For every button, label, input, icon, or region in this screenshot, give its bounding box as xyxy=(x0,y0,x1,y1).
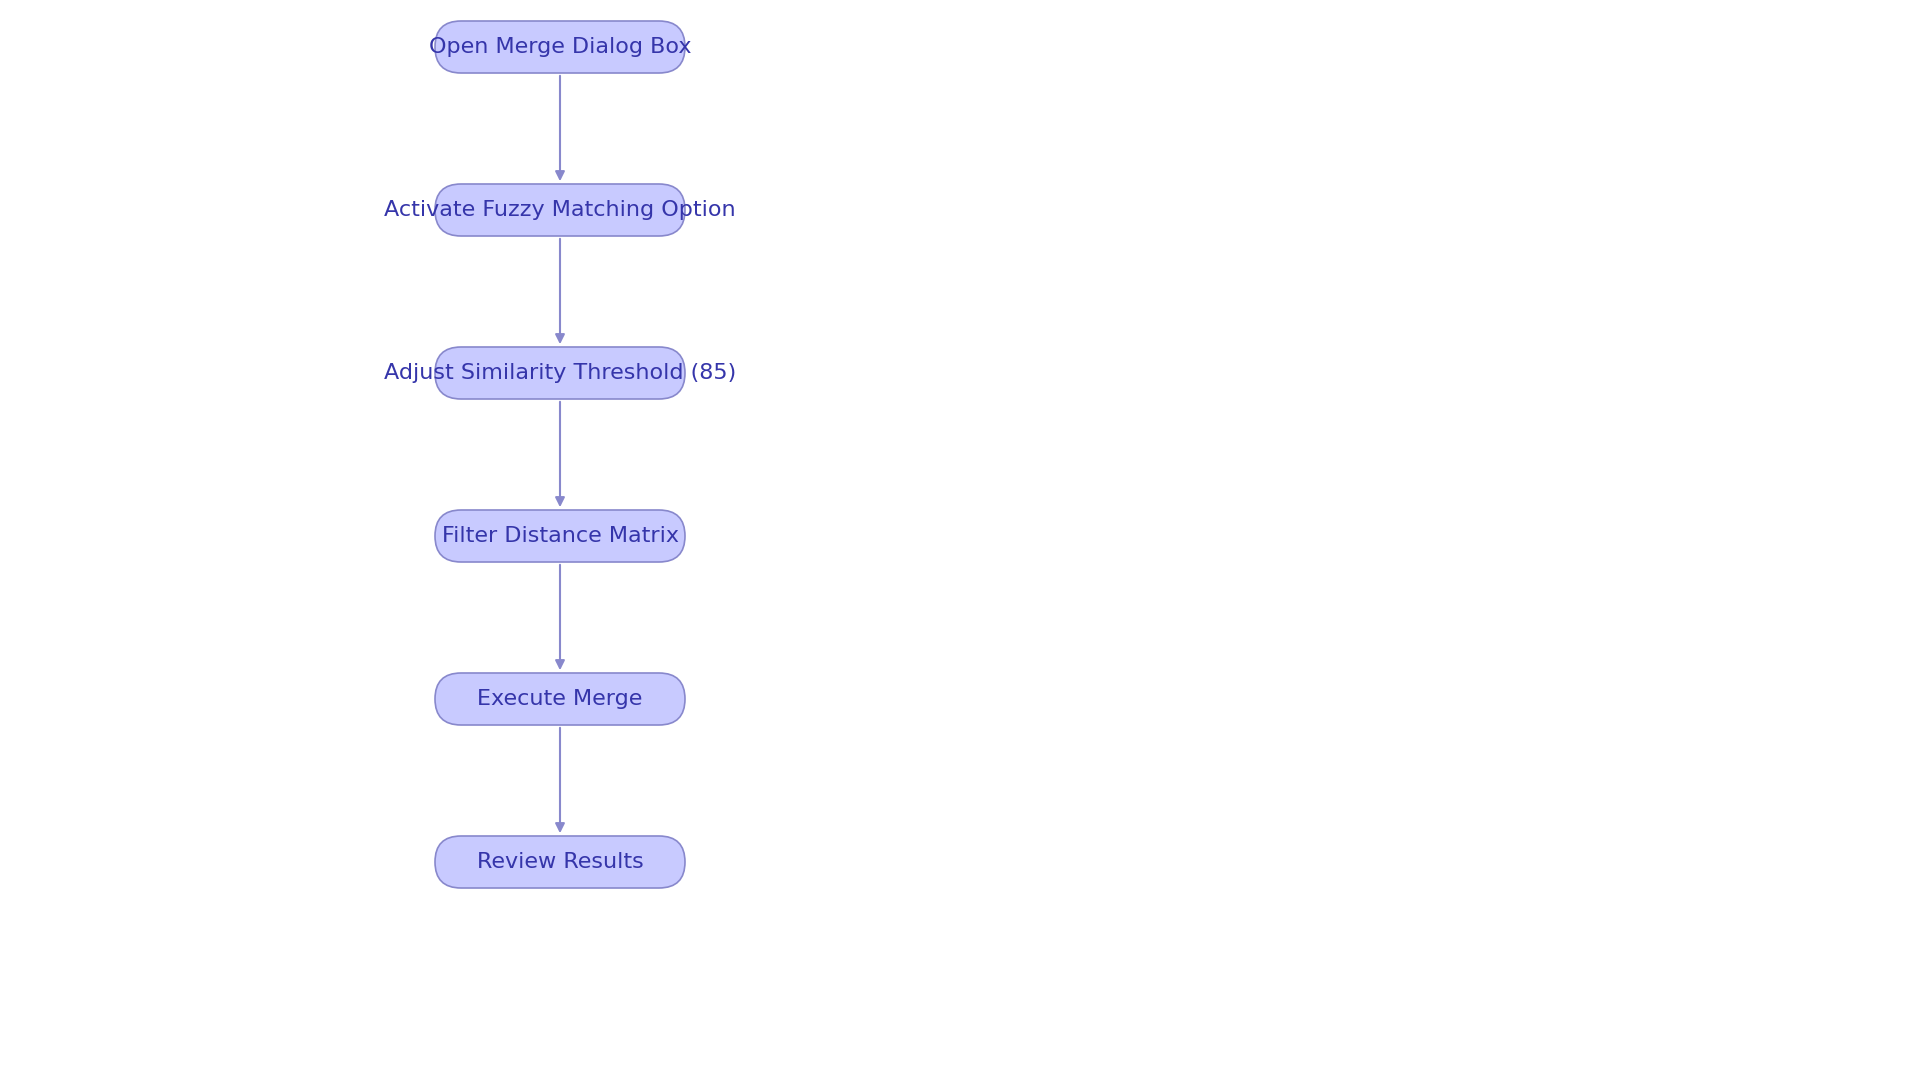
Text: Filter Distance Matrix: Filter Distance Matrix xyxy=(442,526,678,546)
FancyBboxPatch shape xyxy=(436,347,685,399)
FancyBboxPatch shape xyxy=(436,836,685,888)
Text: Activate Fuzzy Matching Option: Activate Fuzzy Matching Option xyxy=(384,200,735,220)
Text: Adjust Similarity Threshold (85): Adjust Similarity Threshold (85) xyxy=(384,363,735,383)
FancyBboxPatch shape xyxy=(436,21,685,73)
FancyBboxPatch shape xyxy=(436,510,685,562)
Text: Review Results: Review Results xyxy=(476,852,643,872)
Text: Open Merge Dialog Box: Open Merge Dialog Box xyxy=(428,37,691,57)
FancyBboxPatch shape xyxy=(436,673,685,725)
FancyBboxPatch shape xyxy=(436,184,685,236)
Text: Execute Merge: Execute Merge xyxy=(478,689,643,709)
